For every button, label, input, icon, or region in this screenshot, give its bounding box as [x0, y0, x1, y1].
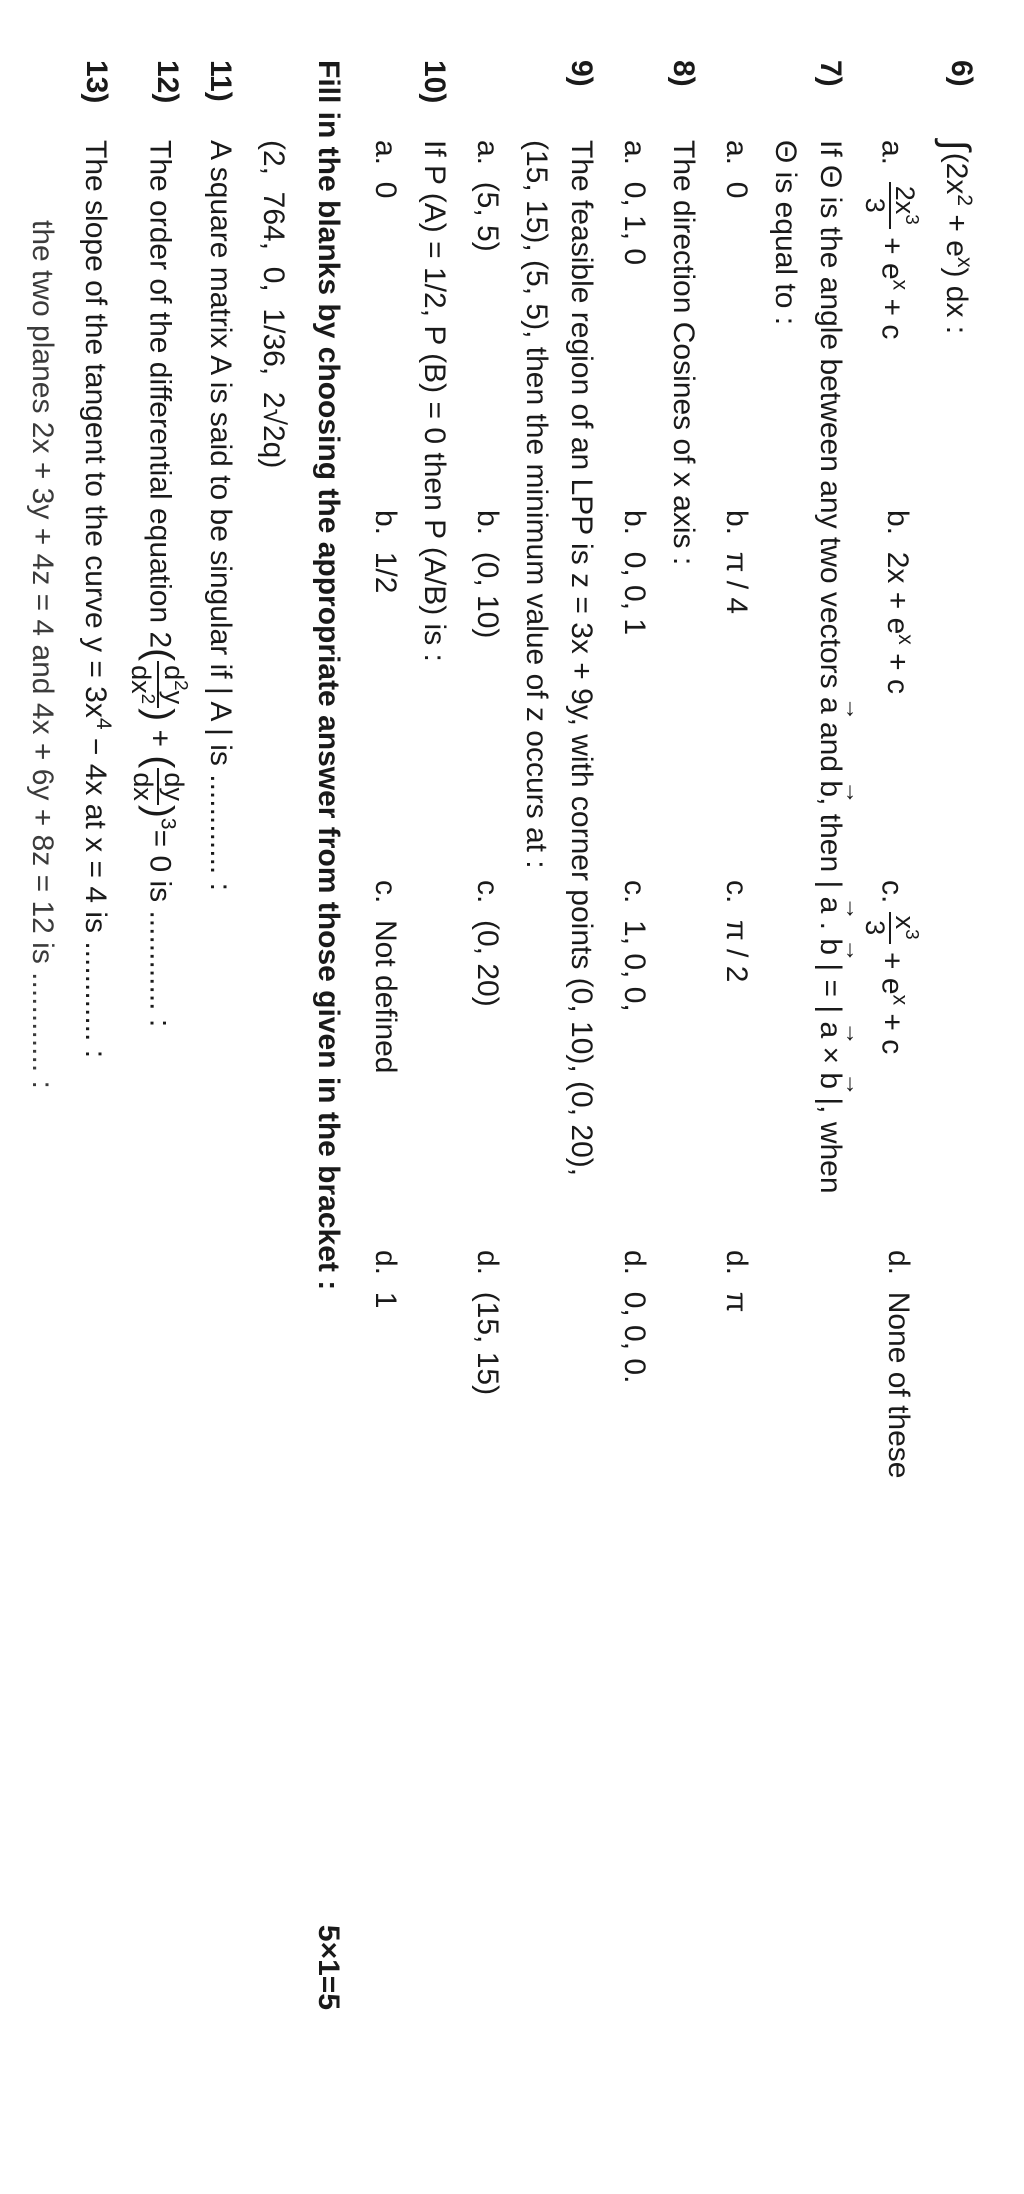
q9-opt-a: a. (5, 5) [465, 140, 510, 390]
qnum-9: 9) [559, 60, 604, 140]
qnum-7: 7) [808, 60, 853, 140]
question-10: 10) If P (A) = 1/2, P (B) = 0 then P (A/… [363, 60, 457, 2110]
q9-stem: The feasible region of an LPP is z = 3x … [559, 140, 604, 2110]
q7-opt-d: d. π [714, 1250, 759, 1500]
q6-opt-c: c. x33 + ex + c [861, 880, 922, 1130]
q11-stem: A square matrix A is said to be singular… [198, 140, 243, 2110]
q9-body: The feasible region of an LPP is z = 3x … [465, 140, 604, 2110]
cutoff-line: the two planes 2x + 3y + 4z = 4 and 4x +… [20, 220, 65, 2110]
q6-stem: (2x2 + ex) dx : [926, 140, 985, 2110]
q10-options: a. 0 b. 1/2 c. Not defined d. 1 [363, 140, 408, 2110]
q6-opt-d: d. None of these [861, 1250, 922, 1500]
q9-line2: (15, 15), (5, 5), then the minimum value… [514, 140, 559, 2110]
q6-opt-a: a. 2x33 + ex + c [861, 140, 922, 390]
q10-opt-c: c. Not defined [363, 880, 408, 1130]
q12-stem: The order of the differential equation 2… [127, 140, 190, 2110]
qnum-11: 11) [198, 60, 243, 140]
q9-opt-d: d. (15, 15) [465, 1250, 510, 1500]
question-13: 13) The slope of the tangent to the curv… [73, 60, 119, 2110]
q9-opt-c: c. (0, 20) [465, 880, 510, 1130]
q6-body: (2x2 + ex) dx : a. 2x33 + ex + c b. 2x +… [861, 140, 984, 2110]
q10-opt-d: d. 1 [363, 1250, 408, 1500]
question-6: 6) (2x2 + ex) dx : a. 2x33 + ex + c b. 2… [861, 60, 984, 2110]
q13-stem: The slope of the tangent to the curve y … [73, 140, 119, 2110]
q7-stem: If Θ is the angle between any two vector… [808, 140, 853, 2110]
qnum-8: 8) [661, 60, 706, 140]
q7-opt-c: c. π / 2 [714, 880, 759, 1130]
question-12: 12) The order of the differential equati… [127, 60, 190, 2110]
q10-opt-a: a. 0 [363, 140, 408, 390]
qnum-6: 6) [939, 60, 984, 140]
q7-opt-b: b. π / 4 [714, 510, 759, 760]
q8-opt-d: d. 0, 0, 0. [612, 1250, 657, 1500]
qnum-13: 13) [74, 60, 119, 140]
q8-opt-c: c. 1, 0, 0, [612, 880, 657, 1130]
qnum-12: 12) [145, 60, 190, 140]
q8-stem: The direction Cosines of x axis : [661, 140, 706, 2110]
q6-options: a. 2x33 + ex + c b. 2x + ex + c c. x33 +… [861, 140, 922, 2110]
qnum-10: 10) [412, 60, 457, 140]
q7-body: If Θ is the angle between any two vector… [714, 140, 853, 2110]
q8-opt-b: b. 0, 0, 1 [612, 510, 657, 760]
q9-opt-b: b. (0, 10) [465, 510, 510, 760]
question-7: 7) If Θ is the angle between any two vec… [714, 60, 853, 2110]
q10-stem: If P (A) = 1/2, P (B) = 0 then P (A/B) i… [412, 140, 457, 2110]
fill-header-text: Fill in the blanks by choosing the appro… [306, 60, 351, 1290]
q9-options: a. (5, 5) b. (0, 10) c. (0, 20) d. (15, … [465, 140, 510, 2110]
q7-line2: Θ is equal to : [763, 140, 808, 2110]
q8-body: The direction Cosines of x axis : a. 0, … [612, 140, 706, 2110]
question-9: 9) The feasible region of an LPP is z = … [465, 60, 604, 2110]
q10-opt-b: b. 1/2 [363, 510, 408, 760]
fill-marks: 5×1=5 [306, 1925, 351, 2010]
q8-opt-a: a. 0, 1, 0 [612, 140, 657, 390]
q8-options: a. 0, 1, 0 b. 0, 0, 1 c. 1, 0, 0, d. 0, … [612, 140, 657, 2110]
q10-body: If P (A) = 1/2, P (B) = 0 then P (A/B) i… [363, 140, 457, 2110]
question-11: 11) A square matrix A is said to be sing… [198, 60, 243, 2110]
question-8: 8) The direction Cosines of x axis : a. … [612, 60, 706, 2110]
fill-header-row: Fill in the blanks by choosing the appro… [306, 60, 351, 2010]
q6-opt-b: b. 2x + ex + c [861, 510, 922, 760]
fill-bracket: (2, 764, 0, 1/36, 22q) [251, 140, 296, 2110]
q7-options: a. 0 b. π / 4 c. π / 2 d. π [714, 140, 759, 2110]
q7-opt-a: a. 0 [714, 140, 759, 390]
